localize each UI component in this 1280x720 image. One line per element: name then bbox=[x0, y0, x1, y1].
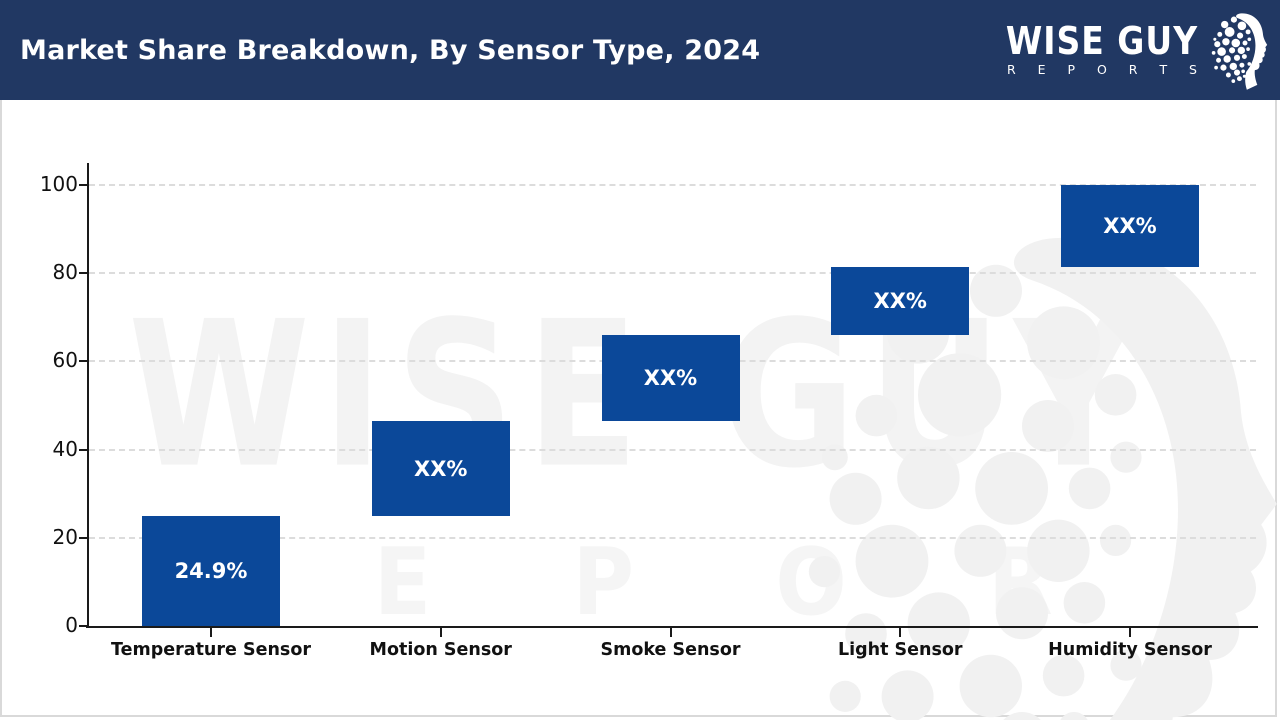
x-axis-line bbox=[86, 626, 1258, 628]
y-tick-label-0: 0 bbox=[65, 613, 78, 637]
x-tick-4 bbox=[1129, 628, 1131, 637]
gridline-80 bbox=[89, 272, 1256, 275]
bar-light-sensor: XX% bbox=[831, 267, 970, 336]
x-tick-label-1: Motion Sensor bbox=[369, 640, 512, 660]
logo-wordmark: WISE GUY bbox=[1005, 18, 1199, 64]
y-tick-label-80: 80 bbox=[52, 260, 78, 285]
bar-value-label: XX% bbox=[1103, 214, 1157, 239]
logo-subtitle: R E P O R T S bbox=[1006, 62, 1206, 77]
bar-value-label: XX% bbox=[414, 456, 468, 481]
chart-area: 0 20 40 60 80 100 24.9% XX% XX% XX% XX% Temperatu… bbox=[0, 100, 1280, 720]
y-tick-label-40: 40 bbox=[52, 436, 78, 461]
gridline-20 bbox=[89, 536, 1256, 539]
logo-face-icon bbox=[1206, 11, 1268, 91]
bar-humidity-sensor: XX% bbox=[1061, 185, 1199, 268]
bar-motion-sensor: XX% bbox=[371, 420, 510, 517]
x-tick-label-0: Temperature Sensor bbox=[111, 640, 311, 660]
bar-value-label: 24.9% bbox=[174, 559, 248, 584]
bar-temperature-sensor: 24.9% bbox=[142, 516, 280, 626]
header-bar: Market Share Breakdown, By Sensor Type, … bbox=[0, 0, 1280, 100]
x-tick-label-4: Humidity Sensor bbox=[1048, 640, 1212, 660]
x-tick-3 bbox=[899, 628, 902, 637]
x-tick-1 bbox=[439, 628, 442, 637]
wise-guy-logo: WISE GUY R E P O R T S bbox=[1006, 0, 1268, 100]
x-tick-label-2: Smoke Sensor bbox=[600, 640, 741, 660]
y-tick-label-20: 20 bbox=[52, 524, 78, 549]
y-tick-60 bbox=[79, 360, 88, 363]
y-axis-line bbox=[87, 163, 89, 628]
gridline-40 bbox=[89, 448, 1256, 451]
y-tick-label-100: 100 bbox=[39, 172, 78, 196]
x-tick-2 bbox=[669, 628, 672, 637]
y-tick-40 bbox=[79, 448, 88, 451]
y-tick-80 bbox=[79, 272, 88, 275]
y-tick-label-60: 60 bbox=[52, 348, 78, 373]
x-tick-label-3: Light Sensor bbox=[837, 640, 963, 660]
y-tick-0 bbox=[79, 625, 88, 627]
logo-text: WISE GUY R E P O R T S bbox=[998, 22, 1206, 77]
bar-value-label: XX% bbox=[873, 289, 927, 314]
page-title: Market Share Breakdown, By Sensor Type, … bbox=[20, 34, 761, 66]
bar-value-label: XX% bbox=[643, 366, 698, 391]
x-tick-0 bbox=[210, 628, 212, 637]
bar-smoke-sensor: XX% bbox=[601, 335, 740, 421]
y-tick-20 bbox=[79, 536, 88, 539]
gridline-100 bbox=[89, 184, 1256, 186]
y-tick-100 bbox=[79, 184, 88, 186]
